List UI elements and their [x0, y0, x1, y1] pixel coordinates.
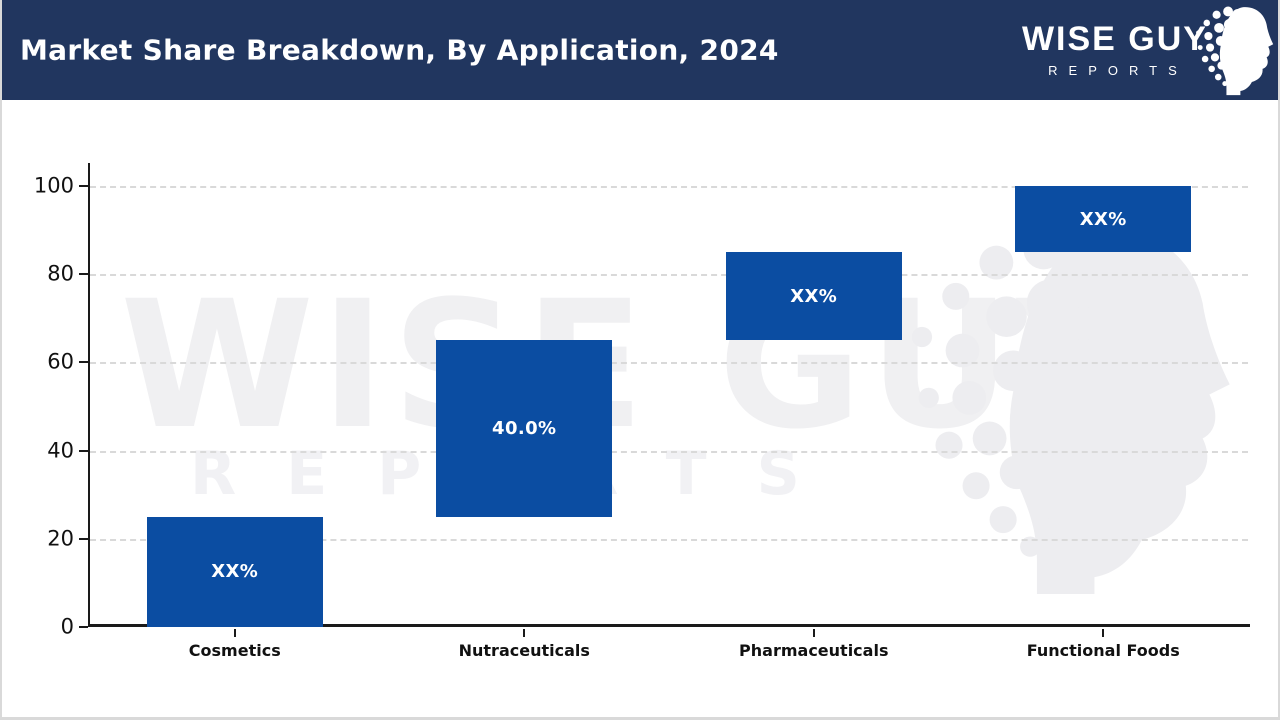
page-title: Market Share Breakdown, By Application, … [20, 33, 779, 67]
y-tick-mark-20 [79, 537, 88, 540]
logo-subtitle: REPORTS [1048, 63, 1188, 78]
x-tick-mark-pharmaceuticals [812, 629, 815, 637]
y-tick-label-60: 60 [47, 349, 74, 374]
x-tick-mark-cosmetics [233, 629, 236, 637]
logo-wordmark: WISE GUY [1021, 20, 1208, 58]
y-tick-mark-100 [79, 185, 88, 187]
bar-functional-foods: XX% [1015, 186, 1192, 253]
y-tick-label-100: 100 [33, 173, 74, 198]
bar-cosmetics: XX% [146, 516, 323, 627]
bar-value-label-cosmetics: XX% [211, 561, 259, 583]
x-tick-label-functional-foods: Functional Foods [1026, 641, 1180, 660]
gridline-100 [90, 186, 1248, 188]
x-tick-mark-nutraceuticals [523, 629, 526, 637]
y-tick-mark-0 [79, 626, 88, 628]
bar-nutraceuticals: 40.0% [436, 340, 613, 517]
x-tick-mark-functional-foods [1102, 629, 1105, 637]
y-tick-mark-80 [79, 273, 88, 276]
gridline-80 [90, 274, 1248, 277]
y-tick-label-80: 80 [47, 261, 74, 286]
gridline-40 [90, 450, 1248, 453]
gridline-60 [90, 362, 1248, 365]
bar-value-label-pharmaceuticals: XX% [790, 285, 838, 307]
header-bar: Market Share Breakdown, By Application, … [2, 0, 1278, 100]
logo-text: WISE GUY REPORTS [1022, 22, 1208, 78]
wise-guy-reports-logo: WISE GUY REPORTS [1022, 3, 1274, 97]
x-tick-label-cosmetics: Cosmetics [188, 641, 281, 660]
y-tick-label-0: 0 [60, 614, 74, 639]
y-tick-label-40: 40 [47, 438, 74, 463]
gridline-20 [90, 538, 1248, 541]
y-tick-mark-60 [79, 361, 88, 364]
bar-value-label-functional-foods: XX% [1079, 208, 1127, 230]
plot-area: 0 20 40 60 80 100 XX% Cosmetics 40.0% Nutraceutic… [34, 150, 1250, 660]
y-tick-mark-40 [79, 449, 88, 452]
x-axis-spine [88, 624, 1250, 627]
bar-value-label-nutraceuticals: 40.0% [492, 418, 557, 440]
bar-pharmaceuticals: XX% [725, 252, 902, 341]
x-tick-label-pharmaceuticals: Pharmaceuticals [739, 641, 889, 660]
y-axis-spine [88, 163, 90, 627]
x-tick-label-nutraceuticals: Nutraceuticals [458, 641, 590, 660]
y-tick-label-20: 20 [47, 526, 74, 551]
